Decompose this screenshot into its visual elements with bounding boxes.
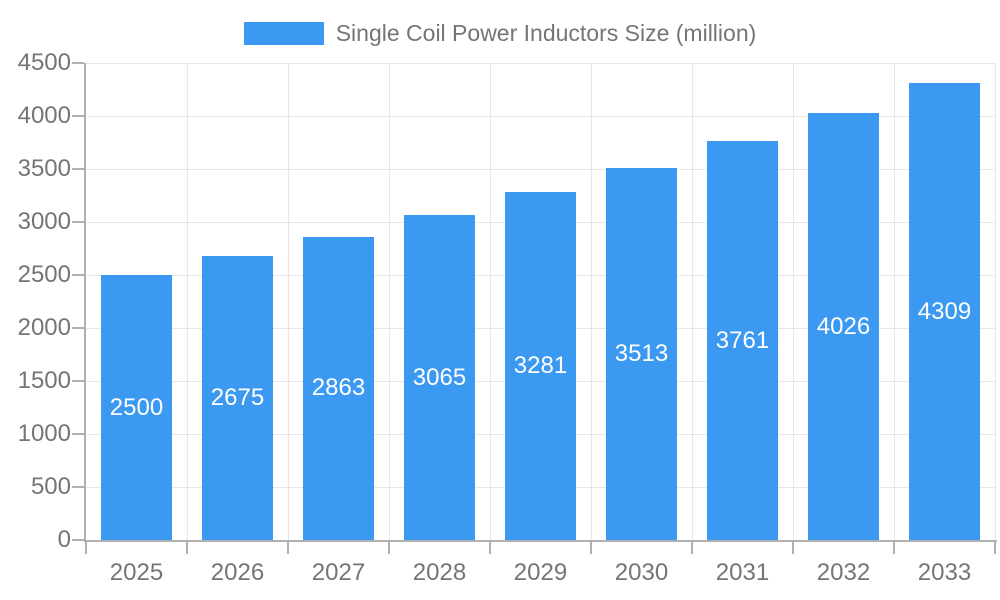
x-tick-label: 2025 [109,559,164,586]
x-axis-tick [287,542,289,554]
bar[interactable]: 3513 [606,167,677,540]
x-axis-tick [792,542,794,554]
y-tick-label: 3500 [17,155,71,182]
y-axis-tick [72,274,84,276]
bar-value-label: 3761 [715,326,770,354]
y-axis-line [84,63,86,542]
x-axis-tick [691,542,693,554]
x-tick-label: 2032 [816,559,871,586]
y-gridline [86,62,995,64]
x-gridline [590,63,592,540]
y-tick-label: 500 [30,473,71,500]
bar-value-label: 3281 [513,352,568,380]
y-axis-tick [72,433,84,435]
x-tick-label: 2027 [311,559,366,586]
y-tick-label: 4500 [17,49,71,76]
x-gridline [489,63,491,540]
bar[interactable]: 3065 [404,215,475,540]
bar-value-label: 3513 [614,339,669,367]
x-axis-tick [489,542,491,554]
bar-value-label: 2863 [311,374,366,402]
y-axis-tick [72,221,84,223]
bar[interactable]: 2675 [202,256,273,540]
x-tick-label: 2031 [715,559,770,586]
legend-swatch [243,21,324,45]
x-gridline [893,63,895,540]
y-tick-label: 1000 [17,420,71,447]
x-tick-label: 2026 [210,559,265,586]
x-gridline [287,63,289,540]
y-gridline [86,115,995,117]
y-tick-label: 1500 [17,367,71,394]
bar[interactable]: 4026 [808,113,879,540]
bar-value-label: 2500 [109,393,164,421]
y-axis-tick [72,168,84,170]
bar[interactable]: 2500 [101,275,172,540]
y-axis-tick [72,327,84,329]
y-axis-tick [72,486,84,488]
legend-label: Single Coil Power Inductors Size (millio… [335,19,757,46]
bar[interactable]: 2863 [303,236,374,540]
x-axis-tick [893,542,895,554]
x-axis-tick [85,542,87,554]
x-axis-tick [994,542,996,554]
y-tick-label: 3000 [17,208,71,235]
x-gridline [691,63,693,540]
bar-value-label: 3065 [412,363,467,391]
x-axis-tick [590,542,592,554]
y-tick-label: 4000 [17,102,71,129]
x-axis-tick [388,542,390,554]
bar-value-label: 4026 [816,312,871,340]
bar[interactable]: 4309 [909,83,980,540]
y-axis-tick [72,115,84,117]
bar-value-label: 4309 [917,297,972,325]
y-tick-label: 2000 [17,314,71,341]
legend[interactable]: Single Coil Power Inductors Size (millio… [0,16,1000,50]
y-tick-label: 0 [57,526,71,553]
bar-value-label: 2675 [210,384,265,412]
x-tick-label: 2030 [614,559,669,586]
x-gridline [388,63,390,540]
x-axis-tick [186,542,188,554]
bar[interactable]: 3761 [707,141,778,540]
y-gridline [86,168,995,170]
x-gridline [792,63,794,540]
bar[interactable]: 3281 [505,192,576,540]
y-axis-tick [72,539,84,541]
x-tick-label: 2028 [412,559,467,586]
y-tick-label: 2500 [17,261,71,288]
x-tick-label: 2029 [513,559,568,586]
x-gridline [186,63,188,540]
y-axis-tick [72,380,84,382]
y-axis-tick [72,62,84,64]
x-tick-label: 2033 [917,559,972,586]
x-gridline [994,63,996,540]
x-axis-line [84,540,997,542]
